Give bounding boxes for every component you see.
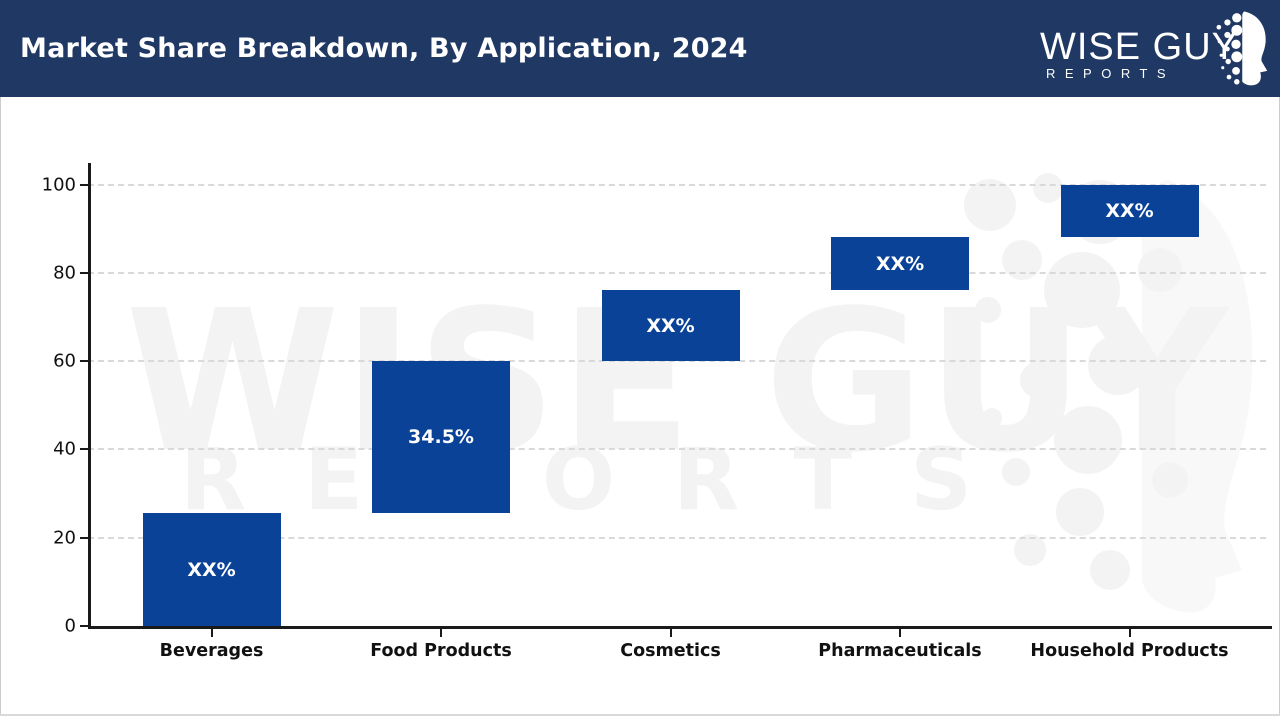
gridline-y60: [88, 360, 1266, 363]
bar-value-label: 34.5%: [408, 426, 474, 449]
watermark-text-reports: REPORTS: [180, 430, 1031, 530]
bar-value-label: XX%: [1105, 199, 1154, 222]
x-axis-line: [88, 626, 1272, 629]
y-axis-tick-mark: [80, 183, 88, 186]
x-axis-tick-mark: [669, 629, 672, 637]
bar-cosmetics: XX%: [601, 290, 740, 362]
y-axis-tick-mark: [80, 448, 88, 451]
bar-value-label: XX%: [875, 252, 925, 275]
y-axis-line: [88, 163, 91, 629]
x-axis-tick-mark: [899, 629, 901, 637]
y-axis-tick-mark: [80, 625, 88, 627]
y-axis-tick-mark: [80, 360, 88, 363]
gridline-y80: [88, 271, 1266, 274]
bottom-divider: [0, 714, 1280, 716]
y-axis-tick-label: 100: [41, 174, 76, 195]
x-axis-category-label: Cosmetics: [620, 641, 721, 661]
logo-wordmark: WISE GUY: [1040, 26, 1239, 68]
bar-food-products: 34.5%: [372, 361, 510, 514]
bar-value-label: XX%: [187, 558, 236, 581]
x-axis-category-label: Pharmaceuticals: [818, 641, 982, 661]
x-axis-tick-mark: [440, 629, 442, 637]
x-axis-category-label: Beverages: [159, 641, 264, 661]
y-axis-tick-label: 60: [53, 350, 76, 372]
logo-subtitle: REPORTS: [1046, 66, 1176, 81]
x-axis-category-label: Household Products: [1030, 641, 1229, 661]
bar-pharmaceuticals: XX%: [831, 237, 969, 291]
y-axis-tick-label: 20: [53, 527, 76, 549]
page-title: Market Share Breakdown, By Application, …: [20, 33, 748, 64]
y-axis-tick-label: 40: [53, 438, 76, 460]
x-axis-category-label: Food Products: [370, 641, 512, 661]
bar-household-products: XX%: [1060, 184, 1199, 238]
x-axis-tick-mark: [210, 629, 213, 637]
gridline-y100: [88, 183, 1266, 186]
y-axis-tick-mark: [80, 536, 88, 539]
header: Market Share Breakdown, By Application, …: [0, 0, 1280, 97]
y-axis-tick-label: 80: [53, 262, 76, 284]
logo-head-icon: [1216, 11, 1268, 86]
wise-guy-logo: WISE GUY REPORTS: [1012, 8, 1268, 90]
gridline-y20: [88, 536, 1266, 539]
bar-value-label: XX%: [646, 314, 695, 337]
x-axis-tick-mark: [1128, 629, 1131, 637]
bar-beverages: XX%: [142, 513, 281, 626]
gridline-y40: [88, 448, 1266, 451]
y-axis-tick-mark: [80, 271, 88, 274]
y-axis-tick-label: 0: [64, 615, 76, 637]
